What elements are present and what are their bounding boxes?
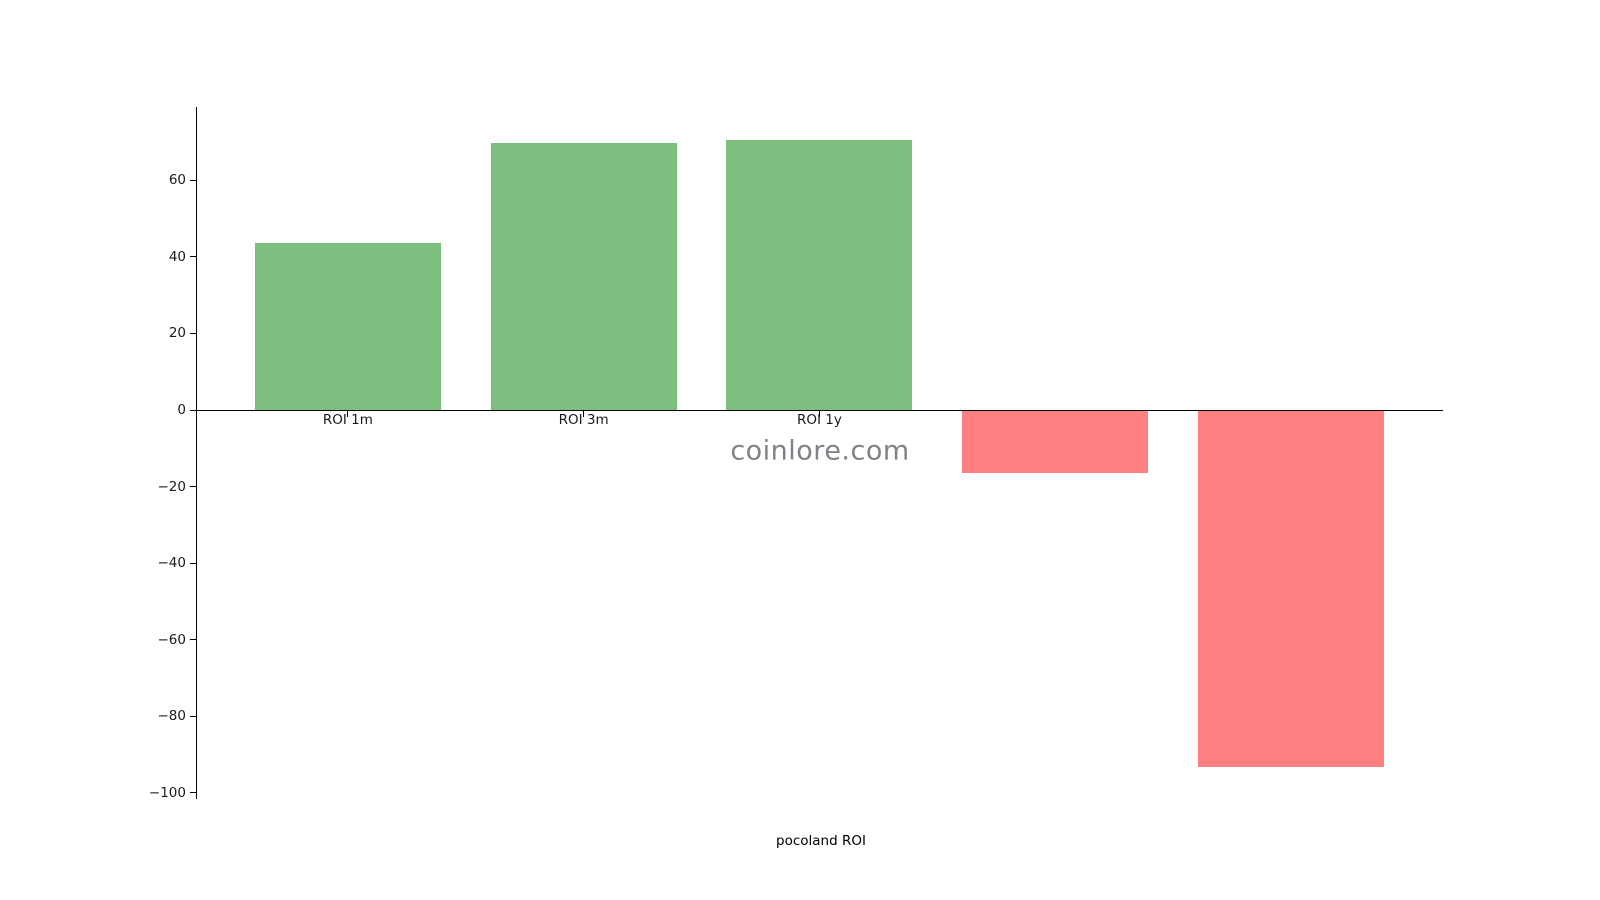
x-tick-roi-3m [583, 410, 585, 417]
bar-5 [1197, 410, 1384, 767]
x-tick-label-roi-3m: ROI 3m [558, 412, 609, 428]
y-tick-label-0: 0 [177, 402, 186, 418]
y-axis-line [196, 107, 197, 799]
x-tick-label-roi-1m: ROI 1m [322, 412, 373, 428]
y-tick-40 [190, 256, 196, 258]
y-tick--60 [190, 639, 196, 641]
y-tick-label--20: −20 [157, 478, 187, 495]
bar-roi-3m [490, 143, 677, 410]
y-tick--100 [190, 792, 196, 794]
x-tick-roi-1m [347, 410, 349, 417]
y-tick--20 [190, 486, 196, 488]
y-tick-label--40: −40 [157, 555, 187, 572]
x-axis-title: pocoland ROI [776, 833, 866, 849]
x-tick-label-roi-1y: ROI 1y [796, 412, 842, 428]
x-tick-roi-1y [818, 410, 820, 417]
coinlore-watermark: coinlore.com [730, 435, 910, 467]
y-tick-label--60: −60 [157, 631, 187, 648]
y-tick-label-60: 60 [168, 172, 186, 189]
y-tick-0 [190, 409, 196, 411]
bar-4 [962, 410, 1149, 474]
bar-roi-1y [726, 140, 913, 410]
y-tick--80 [190, 715, 196, 717]
bar-roi-1m [254, 243, 441, 410]
y-tick-label-40: 40 [168, 248, 186, 265]
y-tick-label-20: 20 [168, 325, 186, 342]
y-tick-20 [190, 332, 196, 334]
y-tick--40 [190, 562, 196, 564]
y-tick-label--80: −80 [157, 708, 187, 725]
y-tick-label--100: −100 [148, 784, 186, 801]
y-tick-60 [190, 179, 196, 181]
